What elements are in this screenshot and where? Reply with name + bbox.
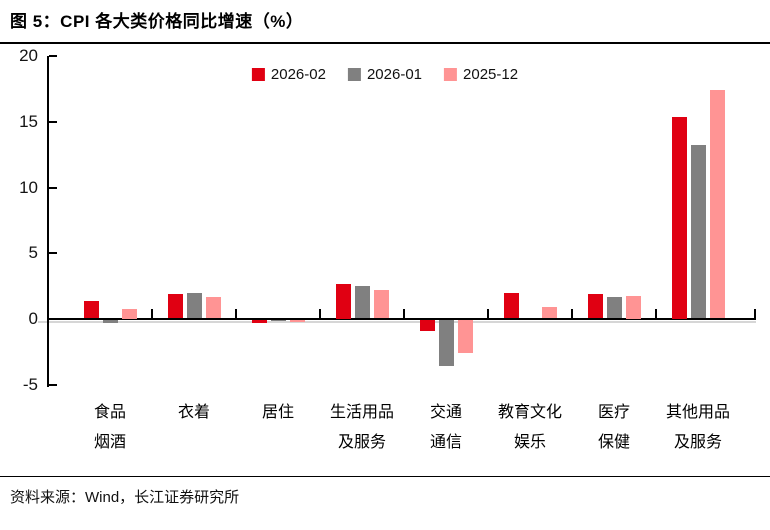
x-axis-tick: [571, 309, 573, 319]
x-axis-label-line: 交通: [429, 404, 462, 421]
x-axis-label-line: 及服务: [673, 434, 722, 451]
bar-2025-12-c4: [458, 320, 473, 353]
chart-legend: 2026-02 2026-01 2025-12: [251, 66, 518, 83]
x-axis-tick: [403, 309, 405, 319]
bar-2026-02-c4: [420, 320, 435, 331]
legend-item: 2026-01: [347, 66, 423, 83]
legend-swatch-icon: [444, 68, 458, 81]
bar-2026-01-c7: [691, 145, 706, 318]
bar-2026-01-c6: [607, 297, 622, 318]
x-axis-label-line: 居住: [261, 404, 294, 421]
x-axis-label-line: 娱乐: [513, 434, 546, 451]
y-axis-label: 0: [28, 309, 38, 328]
legend-swatch-icon: [347, 68, 361, 81]
y-axis-tick: [49, 318, 57, 320]
y-axis-label: 15: [19, 112, 38, 131]
legend-label: 2026-01: [366, 66, 423, 83]
x-axis-tick: [487, 309, 489, 319]
y-axis-tick: [49, 384, 57, 386]
legend-label: 2025-12: [463, 66, 519, 83]
title-divider: [0, 42, 770, 44]
y-axis-tick: [49, 252, 57, 254]
legend-item: 2026-02: [251, 66, 326, 83]
y-axis-tick: [49, 55, 57, 57]
x-axis-label-line: 衣着: [177, 404, 210, 421]
x-axis-label-line: 其他用品: [665, 404, 730, 421]
x-axis-line: [47, 318, 756, 320]
x-axis-tick: [235, 309, 237, 319]
bar-2025-12-c3: [374, 290, 389, 318]
x-axis-label-line: 烟酒: [93, 434, 126, 451]
y-axis-tick: [49, 121, 57, 123]
x-axis-label-line: 医疗: [597, 404, 630, 421]
x-axis-label-line: 保健: [597, 434, 630, 451]
x-axis-label-line: 食品: [93, 404, 126, 421]
x-axis-label: 居住: [236, 398, 320, 428]
bar-2026-01-c0: [103, 320, 118, 323]
legend-label: 2026-02: [270, 66, 326, 83]
footer-divider: [0, 476, 770, 477]
bar-2025-12-c2: [290, 320, 305, 322]
x-axis-label: 医疗 保健: [572, 398, 656, 458]
x-axis-label: 交通 通信: [404, 398, 488, 458]
bar-2026-02-c7: [672, 117, 687, 319]
figure-title: 图 5：CPI 各大类价格同比增速（%）: [10, 12, 304, 31]
source-note: 资料来源：Wind，长江证券研究所: [10, 489, 240, 506]
x-axis-label: 教育文化 娱乐: [488, 398, 572, 458]
x-axis-label-line: 通信: [429, 434, 462, 451]
bar-2026-02-c5: [504, 293, 519, 318]
y-axis-label: -5: [22, 375, 38, 394]
x-axis-label: 衣着: [152, 398, 236, 428]
bar-2025-12-c5: [542, 307, 557, 318]
bar-2026-01-c2: [271, 320, 286, 321]
x-axis-tick: [151, 309, 153, 319]
bar-2025-12-c7: [710, 90, 725, 318]
bar-2026-01-c4: [439, 320, 454, 366]
x-axis-label-line: 及服务: [337, 434, 386, 451]
y-axis-tick: [49, 187, 57, 189]
bar-2026-02-c1: [168, 294, 183, 318]
legend-swatch-icon: [251, 68, 265, 81]
x-axis-label-line: 教育文化: [497, 404, 562, 421]
bar-2025-12-c0: [122, 309, 137, 319]
bar-2026-02-c6: [588, 294, 603, 318]
x-axis-label: 其他用品 及服务: [656, 398, 740, 458]
bar-2025-12-c1: [206, 297, 221, 318]
bar-2026-01-c3: [355, 286, 370, 318]
y-axis-label: 20: [19, 46, 38, 65]
bar-2026-02-c3: [336, 284, 351, 319]
x-axis-label: 生活用品 及服务: [320, 398, 404, 458]
x-axis-label: 食品 烟酒: [68, 398, 152, 458]
x-axis-label-line: 生活用品: [329, 404, 394, 421]
bar-2026-02-c0: [84, 301, 99, 318]
x-axis-shadow: [38, 321, 756, 323]
x-axis-tick: [754, 309, 756, 319]
legend-item: 2025-12: [444, 66, 518, 83]
bar-2026-02-c2: [252, 320, 267, 323]
bar-2026-01-c1: [187, 293, 202, 318]
y-axis-label: 10: [19, 178, 38, 197]
y-axis-line: [47, 56, 49, 387]
x-axis-tick: [655, 309, 657, 319]
x-axis-tick: [319, 309, 321, 319]
bar-2025-12-c6: [626, 296, 641, 319]
y-axis-label: 5: [28, 243, 38, 262]
